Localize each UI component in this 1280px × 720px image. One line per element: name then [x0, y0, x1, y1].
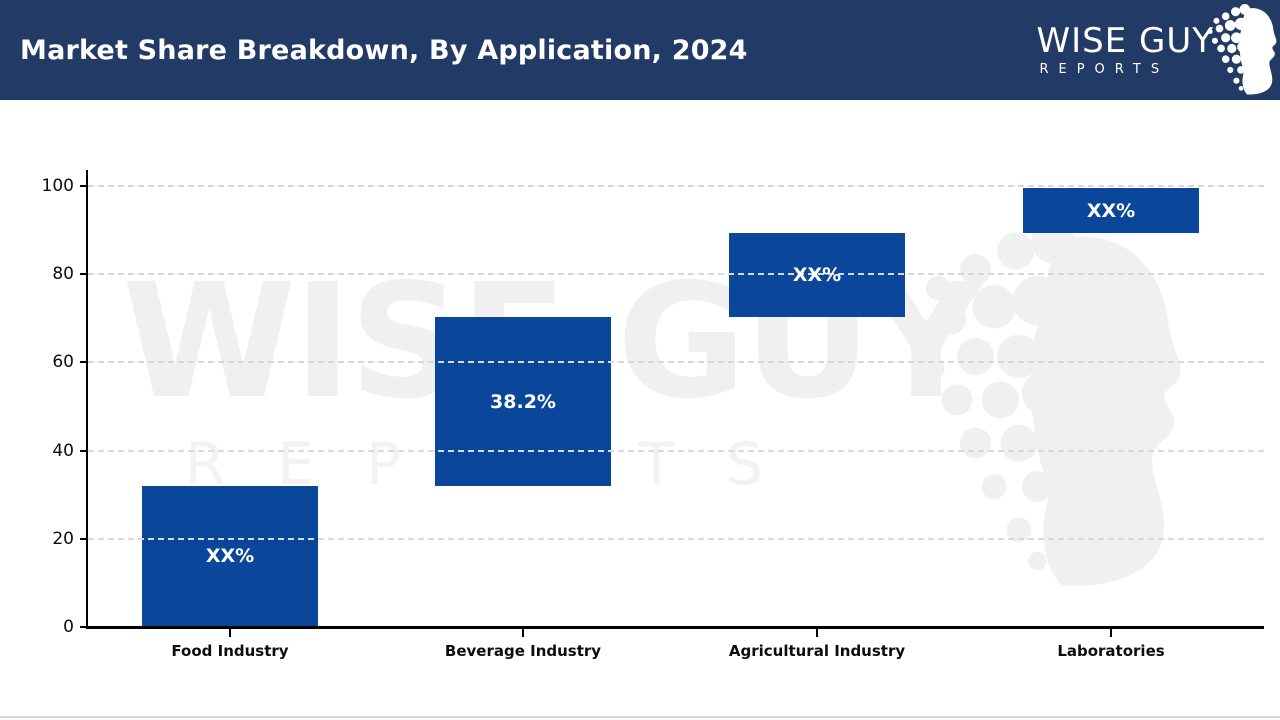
- y-tick-label-100: 100: [41, 176, 74, 196]
- bar-agricultural-industry: [729, 233, 905, 318]
- logo-brand-bottom: REPORTS: [1039, 61, 1170, 77]
- header: Market Share Breakdown, By Application, …: [0, 0, 1280, 100]
- x-tick-food-industry: [229, 629, 231, 637]
- y-tick-60: [80, 361, 88, 364]
- page-title: Market Share Breakdown, By Application, …: [20, 34, 748, 66]
- wiseguy-logo: WISE GUY REPORTS: [1036, 4, 1280, 96]
- y-axis-line: [86, 170, 88, 629]
- x-axis-label-laboratories: Laboratories: [1057, 642, 1165, 660]
- gridline-60: [88, 361, 1264, 364]
- y-tick-label-60: 60: [52, 352, 74, 373]
- x-axis-label-food-industry: Food Industry: [171, 642, 289, 660]
- x-axis-label-beverage-industry: Beverage Industry: [444, 642, 602, 660]
- gridline-40: [88, 449, 1264, 452]
- y-tick-80: [80, 273, 88, 276]
- gridline-100: [88, 185, 1264, 187]
- bar-food-industry: [142, 485, 318, 627]
- bar-value-label-agricultural-industry: XX%: [792, 264, 842, 287]
- bar-value-label-beverage-industry: 38.2%: [490, 390, 556, 413]
- logo-brand-top: WISE GUY: [1036, 20, 1214, 61]
- bottom-border: [0, 716, 1280, 718]
- y-tick-label-20: 20: [52, 528, 74, 549]
- bar-beverage-industry: [435, 317, 611, 486]
- gridline-80: [88, 273, 1264, 276]
- y-tick-40: [80, 449, 88, 452]
- x-tick-beverage-industry: [522, 629, 524, 637]
- face-dots-icon: [1202, 4, 1280, 96]
- gridline-20: [88, 537, 1264, 540]
- y-tick-100: [80, 185, 88, 187]
- bar-value-label-food-industry: XX%: [205, 545, 255, 568]
- y-tick-0: [80, 626, 88, 628]
- x-axis-line: [86, 626, 1264, 629]
- y-tick-20: [80, 537, 88, 540]
- logo-text: WISE GUY REPORTS: [1036, 24, 1214, 77]
- y-tick-label-0: 0: [63, 617, 74, 637]
- bar-value-label-laboratories: XX%: [1086, 199, 1136, 222]
- x-axis-label-agricultural-industry: Agricultural Industry: [728, 642, 906, 660]
- bar-laboratories: [1023, 188, 1199, 234]
- x-tick-laboratories: [1110, 629, 1112, 637]
- y-tick-label-80: 80: [52, 264, 74, 285]
- y-tick-label-40: 40: [52, 440, 74, 461]
- chart-plot-area: XX% 38.2% XX% XX% 0 20 40 60 80 100 Food Industry B…: [42, 170, 1264, 660]
- x-tick-agricultural-industry: [816, 629, 818, 637]
